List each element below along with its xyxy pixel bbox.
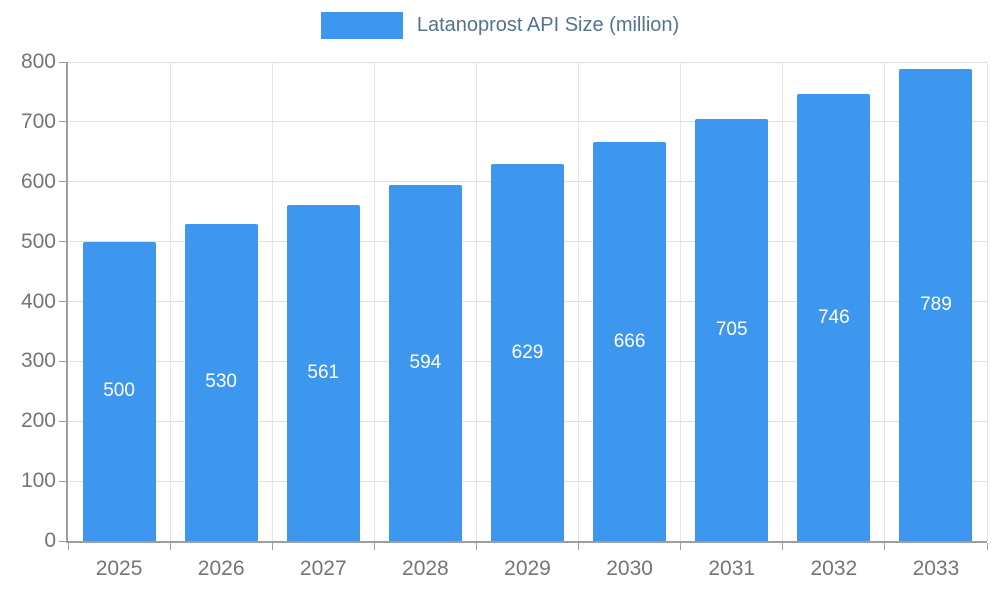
x-axis-tick-label: 2026: [197, 557, 245, 580]
y-tick-mark: [59, 121, 66, 123]
x-axis-tick-label: 2027: [299, 557, 347, 580]
y-tick-mark: [59, 540, 66, 542]
bar-value-label: 500: [103, 380, 135, 402]
y-tick-mark: [59, 360, 66, 362]
y-axis-tick-label: 500: [20, 229, 56, 253]
y-gridline: [68, 61, 987, 63]
bar-value-label: 629: [511, 341, 544, 363]
y-tick-mark: [59, 480, 66, 482]
x-tick-mark: [782, 543, 784, 550]
x-gridline: [884, 62, 886, 541]
bar-value-label: 561: [307, 362, 340, 384]
y-axis-tick-label: 400: [20, 289, 56, 313]
x-gridline: [169, 62, 171, 541]
x-gridline: [475, 62, 477, 541]
x-gridline: [986, 62, 988, 541]
x-tick-mark: [67, 543, 69, 550]
bar: [593, 142, 667, 541]
y-axis-tick-label: 800: [20, 50, 56, 73]
y-tick-mark: [59, 181, 66, 183]
y-tick-mark: [59, 420, 66, 422]
y-tick-mark: [59, 61, 66, 63]
bar: [490, 164, 564, 541]
y-axis-tick-label: 300: [20, 349, 56, 373]
x-tick-mark: [475, 543, 477, 550]
y-gridline: [68, 121, 987, 123]
bar: [899, 68, 973, 541]
x-axis-tick-label: 2032: [810, 557, 858, 580]
legend-swatch: [320, 12, 403, 39]
legend-label: Latanoprost API Size (million): [416, 14, 680, 36]
bar-value-label: 705: [715, 318, 748, 340]
x-tick-mark: [578, 543, 580, 550]
y-axis-tick-label: 200: [20, 409, 56, 433]
x-axis-tick-label: 2033: [912, 557, 960, 580]
bar-value-label: 746: [817, 306, 850, 328]
bar: [184, 223, 258, 541]
y-axis-tick-label: 700: [20, 109, 56, 133]
bar-value-label: 666: [613, 330, 646, 352]
x-tick-mark: [884, 543, 886, 550]
x-tick-mark: [986, 543, 988, 550]
bar-value-label: 594: [409, 352, 442, 374]
bar-value-label: 789: [920, 293, 952, 315]
x-axis-tick-label: 2029: [504, 557, 551, 580]
x-gridline: [578, 62, 580, 541]
x-axis-tick-label: 2030: [606, 557, 653, 580]
bar: [695, 118, 769, 541]
bar: [286, 205, 360, 541]
x-gridline: [782, 62, 784, 541]
chart-legend[interactable]: Latanoprost API Size (million): [0, 12, 1000, 39]
bar: [797, 94, 871, 541]
y-tick-mark: [59, 241, 66, 243]
bar-value-label: 530: [205, 371, 237, 393]
y-axis-tick-label: 100: [20, 469, 56, 493]
x-axis-tick-label: 2028: [402, 557, 449, 580]
x-tick-mark: [373, 543, 375, 550]
x-gridline: [373, 62, 375, 541]
x-gridline: [680, 62, 682, 541]
y-tick-mark: [59, 301, 66, 302]
plot-area: 0 100 200 300 400 500 600 700 800 500 2025 530 2026 5…: [21, 50, 988, 580]
x-gridline: [271, 62, 273, 541]
x-tick-mark: [680, 543, 682, 550]
x-tick-mark: [169, 543, 171, 550]
x-tick-mark: [271, 543, 273, 550]
y-axis-tick-label: 0: [44, 529, 56, 552]
x-axis-tick-label: 2025: [95, 557, 143, 580]
bar: [388, 185, 462, 541]
y-axis-tick-label: 600: [20, 169, 56, 193]
x-axis-tick-label: 2031: [708, 557, 756, 580]
bar: [82, 241, 156, 541]
